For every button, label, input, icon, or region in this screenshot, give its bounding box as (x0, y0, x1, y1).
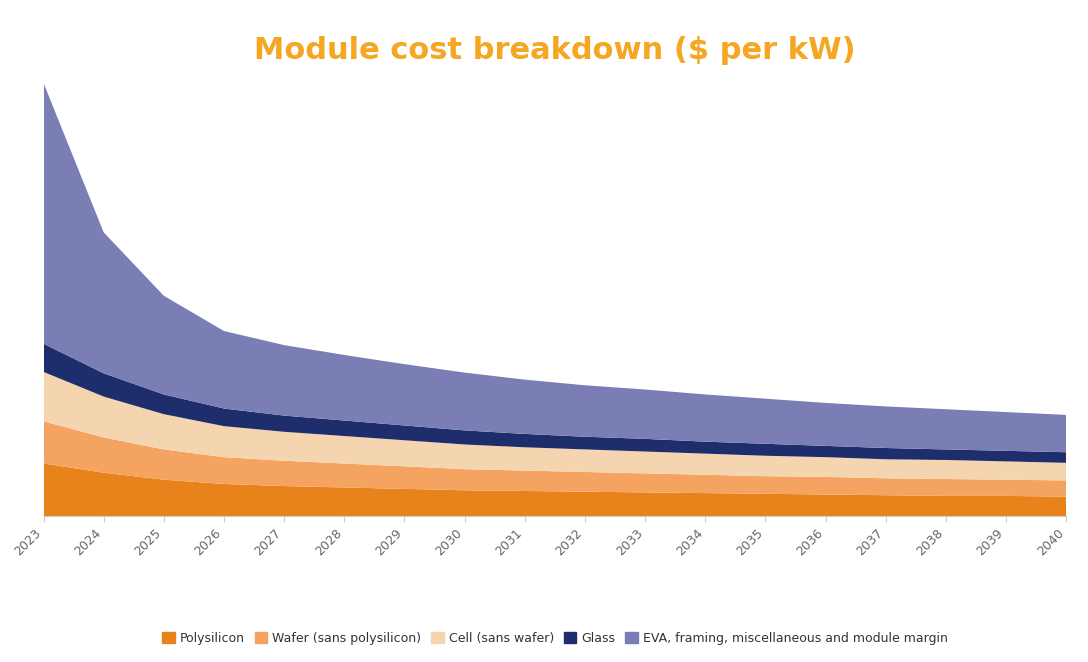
Legend: Polysilicon, Wafer (sans polysilicon), Cell (sans wafer), Glass, EVA, framing, m: Polysilicon, Wafer (sans polysilicon), C… (157, 627, 953, 650)
Title: Module cost breakdown ($ per kW): Module cost breakdown ($ per kW) (255, 36, 855, 65)
